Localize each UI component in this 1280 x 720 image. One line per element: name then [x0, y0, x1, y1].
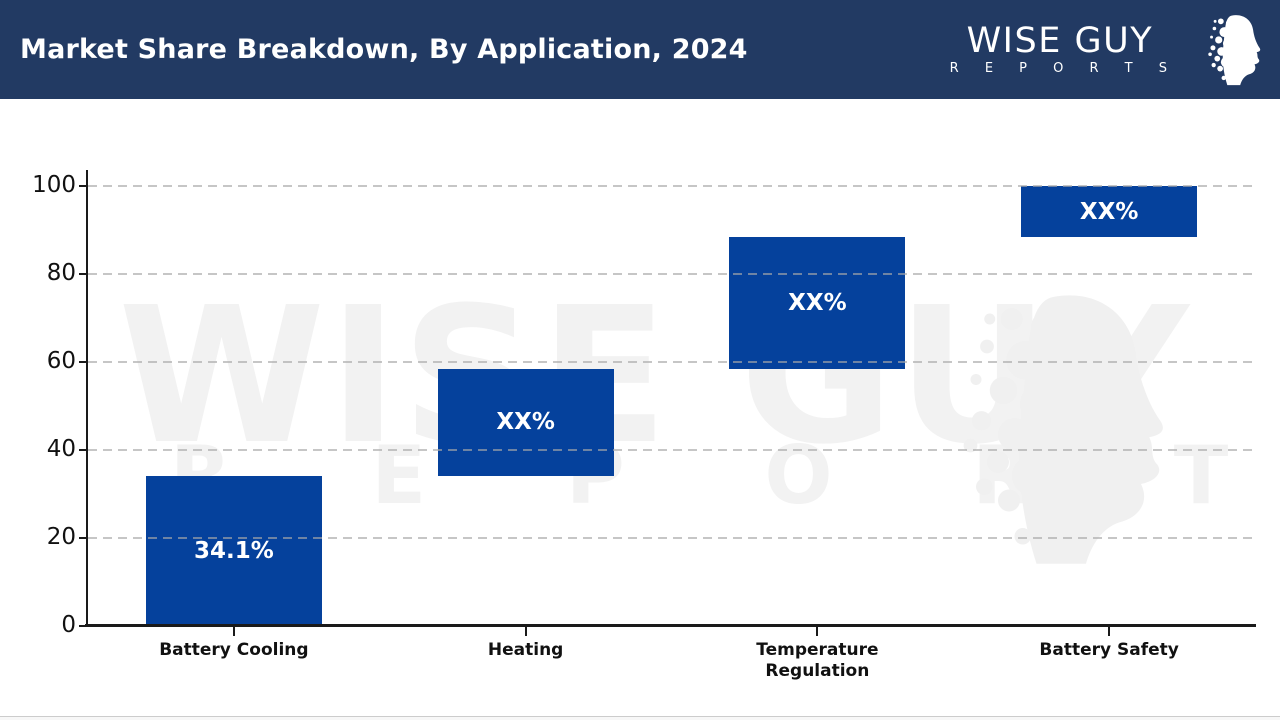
bar-battery-safety: XX% [1021, 186, 1198, 238]
gridline [88, 185, 1255, 187]
brand-name: WISE GUY [966, 20, 1154, 61]
category-label: Battery Safety [1039, 640, 1179, 660]
x-tick-mark [524, 627, 527, 636]
wiseguy-face-icon [1208, 14, 1261, 85]
y-tick-label: 20 [46, 524, 76, 550]
y-tick-label: 80 [46, 260, 76, 286]
chart-canvas: WISE GUY R E P O R T S 02040608010034.1%… [0, 99, 1280, 716]
y-tick-mark [79, 361, 88, 363]
x-tick-mark [1108, 627, 1111, 636]
y-tick-mark [79, 449, 88, 451]
y-tick-label: 100 [32, 172, 76, 198]
bar-value-label: XX% [1079, 198, 1139, 225]
gridline [88, 273, 1255, 275]
y-axis-line [86, 170, 88, 626]
y-tick-label: 40 [46, 436, 76, 462]
y-tick-label: 60 [46, 348, 76, 374]
category-label: Temperature Regulation [756, 640, 879, 682]
page-title: Market Share Breakdown, By Application, … [20, 34, 748, 65]
brand-logo-text: WISE GUY R E P O R T S [942, 20, 1178, 77]
category-label: Battery Cooling [159, 640, 309, 660]
gridline [88, 449, 1255, 451]
y-tick-mark [79, 625, 88, 627]
x-axis-line [85, 624, 1256, 627]
bar-value-label: XX% [496, 409, 555, 436]
y-tick-label: 0 [61, 612, 76, 638]
y-tick-mark [79, 273, 88, 275]
gridline [88, 361, 1255, 363]
bar-heating: XX% [437, 368, 614, 476]
category-label: Heating [487, 640, 564, 660]
bar-temperature-regulation: XX% [729, 237, 906, 369]
footer-divider [0, 716, 1280, 717]
x-tick-mark [816, 627, 819, 636]
bar-battery-cooling: 34.1% [145, 475, 322, 626]
header-banner: Market Share Breakdown, By Application, … [0, 0, 1280, 99]
bar-value-label: XX% [788, 290, 847, 317]
gridline [88, 537, 1255, 539]
y-tick-mark [79, 537, 88, 539]
bar-value-label: 34.1% [193, 537, 274, 564]
brand-subname: R E P O R T S [949, 61, 1178, 77]
y-tick-mark [79, 185, 88, 187]
footer-strip [0, 717, 1280, 720]
brand-logo: WISE GUY R E P O R T S [942, 7, 1266, 93]
x-tick-mark [232, 627, 235, 636]
